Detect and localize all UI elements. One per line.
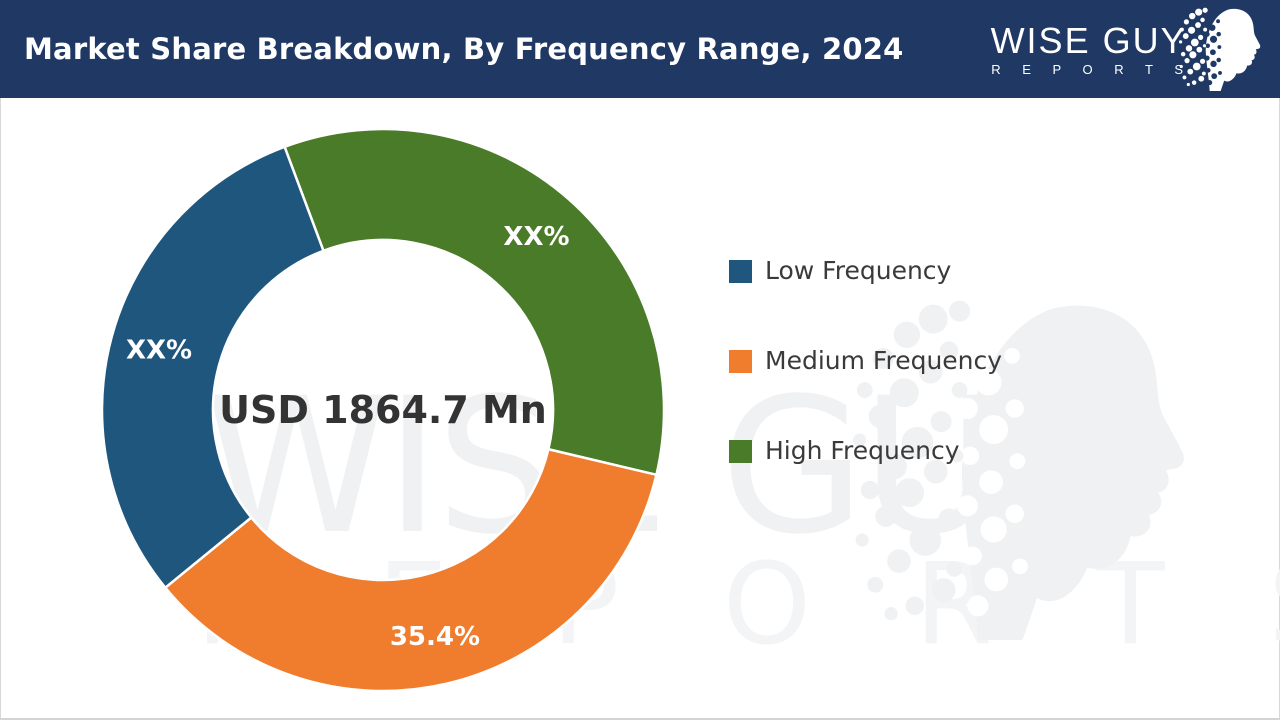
slice-value-label: XX% [126, 335, 192, 365]
legend-label-high-frequency: High Frequency [765, 436, 960, 465]
donut-segment-medium-frequency [164, 447, 658, 693]
legend-label-medium-frequency: Medium Frequency [765, 346, 1003, 375]
logo-brand-subtitle: R E P O R T S [991, 62, 1192, 77]
slice-value-label: XX% [503, 222, 569, 252]
slice-value-label: 35.4% [390, 622, 480, 652]
donut-segment-high-frequency [283, 127, 666, 477]
donut-chart: USD 1864.7 Mn XX% 35.4% XX% [100, 127, 666, 693]
legend-swatch-medium-frequency [729, 349, 752, 373]
wiseguy-face-icon [1178, 7, 1261, 91]
donut-segment-low-frequency [100, 145, 325, 589]
header-bar: Market Share Breakdown, By Frequency Ran… [0, 0, 1280, 98]
legend-item-low-frequency: Low Frequency [729, 258, 1002, 284]
legend-swatch-high-frequency [729, 439, 752, 463]
wiseguy-logo-text: WISE GUY R E P O R T S [985, 20, 1192, 78]
legend-item-medium-frequency: Medium Frequency [729, 348, 1002, 374]
legend-label-low-frequency: Low Frequency [765, 256, 952, 285]
legend-swatch-low-frequency [729, 259, 752, 283]
logo-brand-name: WISE GUY [990, 20, 1187, 61]
legend-item-high-frequency: High Frequency [729, 438, 1002, 464]
wiseguy-logo: WISE GUY R E P O R T S [985, 4, 1264, 94]
page-title: Market Share Breakdown, By Frequency Ran… [24, 32, 904, 66]
donut-center-value: USD 1864.7 Mn [219, 388, 547, 432]
chart-legend: Low Frequency Medium Frequency High Freq… [729, 258, 1002, 528]
